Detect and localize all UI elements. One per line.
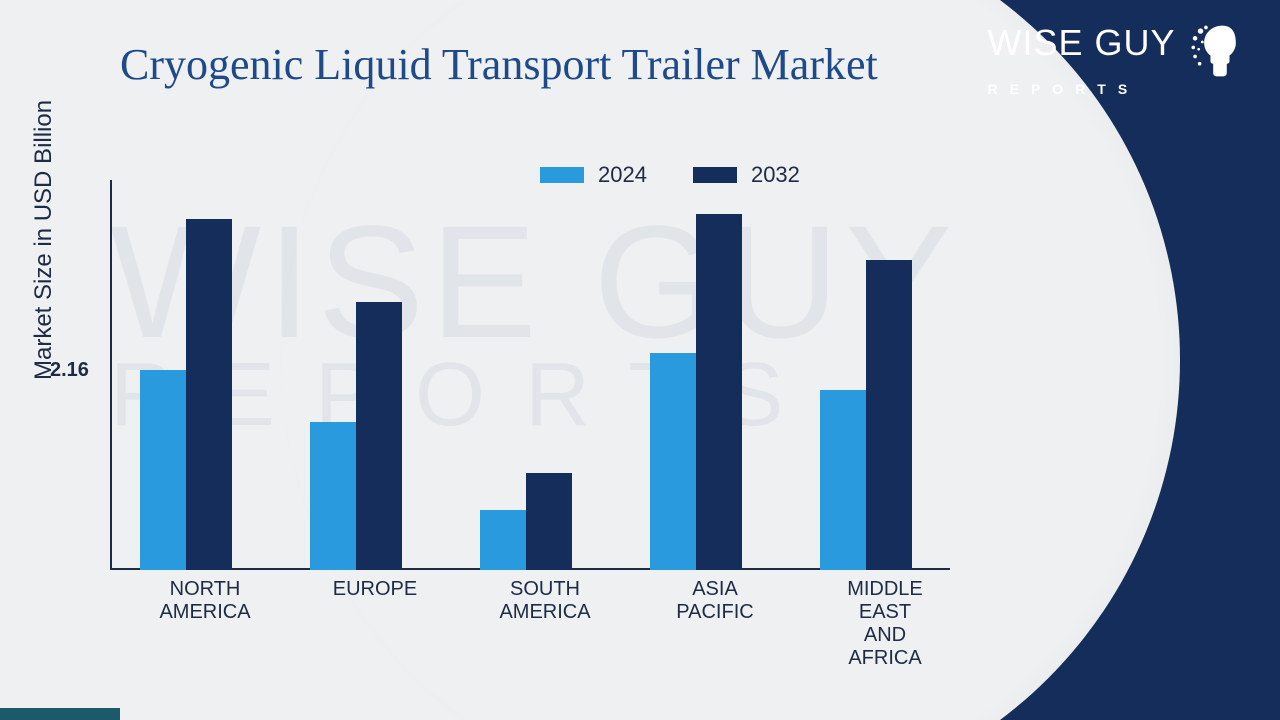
category-label: MIDDLEEASTANDAFRICA [800, 570, 970, 670]
bar-2032-mea [866, 260, 912, 570]
bar-2032-asia-pacific [696, 214, 742, 570]
category-label: NORTHAMERICA [120, 570, 290, 624]
category-label: SOUTHAMERICA [460, 570, 630, 624]
logo-line2: REPORTS [988, 82, 1244, 96]
bottom-accent-strip [0, 708, 120, 720]
bar-2024-asia-pacific [650, 353, 696, 570]
bar-2032-south-america [526, 473, 572, 570]
head-icon [1186, 22, 1244, 80]
y-axis-line [110, 180, 112, 570]
bar-2024-south-america [480, 510, 526, 570]
category-label: ASIAPACIFIC [630, 570, 800, 624]
brand-logo: WISE GUY REPORTS [988, 22, 1244, 96]
bar-2024-mea [820, 390, 866, 570]
bar-2024-north-america [140, 370, 186, 570]
legend-swatch-2032 [693, 167, 737, 183]
chart-legend: 2024 2032 [540, 162, 800, 188]
legend-label-2024: 2024 [598, 162, 647, 188]
y-axis-label: Market Size in USD Billion [30, 100, 58, 380]
bar-2032-europe [356, 302, 402, 570]
chart-title: Cryogenic Liquid Transport Trailer Marke… [120, 40, 940, 91]
bar-2032-north-america [186, 219, 232, 571]
legend-item-2032: 2032 [693, 162, 800, 188]
legend-item-2024: 2024 [540, 162, 647, 188]
logo-line1: WISE GUY [988, 22, 1176, 63]
legend-label-2032: 2032 [751, 162, 800, 188]
legend-swatch-2024 [540, 167, 584, 183]
category-label: EUROPE [290, 570, 460, 601]
bar-chart: 2.16 NORTHAMERICA EUROPE SOUTHAMERICA AS… [110, 200, 950, 570]
bar-2024-europe [310, 422, 356, 570]
